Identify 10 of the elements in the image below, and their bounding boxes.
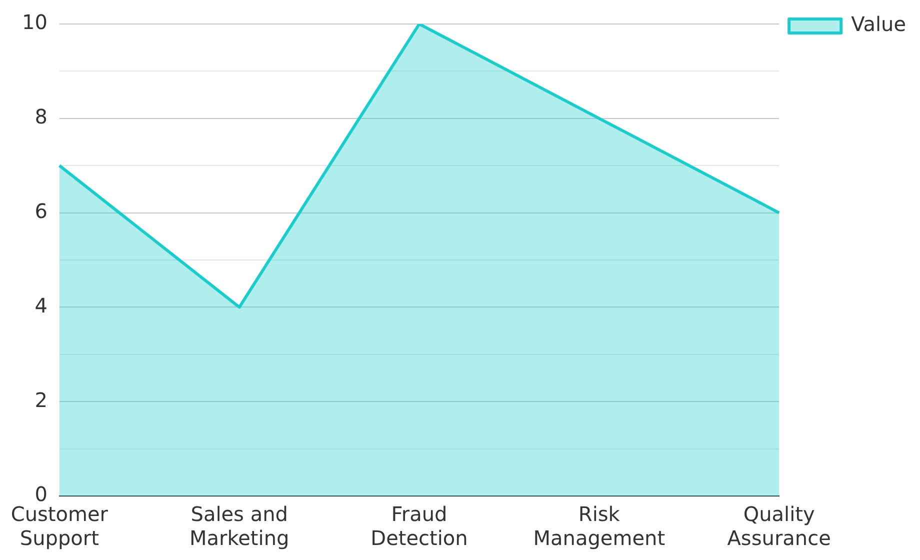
x-tick-label: Sales and Marketing bbox=[190, 502, 290, 550]
y-tick-label: 2 bbox=[34, 388, 48, 412]
y-tick-label: 6 bbox=[34, 199, 48, 224]
y-tick-label: 8 bbox=[34, 104, 48, 129]
x-tick-label: Fraud Detection bbox=[370, 502, 468, 550]
x-tick-label: Risk Management bbox=[533, 502, 666, 550]
legend-label: Value bbox=[851, 12, 906, 36]
y-tick-label: 4 bbox=[34, 293, 48, 318]
y-tick-label: 10 bbox=[22, 10, 48, 34]
x-tick-label: Quality Assurance bbox=[727, 502, 831, 550]
